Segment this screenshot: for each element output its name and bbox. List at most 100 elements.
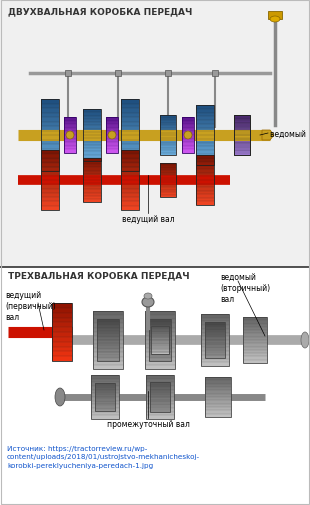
Bar: [121, 193, 139, 198]
Bar: [121, 150, 139, 211]
Bar: [83, 174, 101, 177]
Bar: [93, 344, 123, 348]
Bar: [205, 332, 225, 335]
Bar: [234, 130, 250, 133]
Bar: [160, 166, 176, 169]
Bar: [95, 399, 115, 402]
Bar: [121, 167, 139, 172]
Bar: [83, 139, 101, 142]
Bar: [41, 185, 59, 189]
Bar: [234, 147, 250, 151]
Bar: [196, 121, 214, 125]
Bar: [268, 12, 282, 20]
Bar: [115, 71, 121, 77]
Bar: [205, 325, 225, 328]
Bar: [150, 389, 170, 392]
Bar: [151, 332, 169, 334]
Bar: [160, 123, 176, 126]
Bar: [150, 397, 170, 400]
Bar: [160, 195, 176, 197]
Bar: [145, 344, 175, 348]
Bar: [160, 188, 176, 190]
Bar: [97, 334, 119, 337]
Bar: [83, 180, 101, 184]
Bar: [149, 343, 171, 346]
Bar: [41, 155, 59, 159]
Bar: [97, 355, 119, 358]
Bar: [97, 346, 119, 349]
Bar: [83, 119, 101, 123]
Bar: [151, 334, 169, 336]
Bar: [93, 312, 123, 369]
Bar: [146, 389, 174, 393]
Bar: [83, 168, 101, 171]
Bar: [41, 201, 59, 207]
Bar: [41, 163, 59, 167]
Bar: [106, 150, 118, 154]
Bar: [95, 394, 115, 397]
Bar: [196, 139, 214, 143]
Bar: [64, 139, 76, 143]
Bar: [149, 334, 171, 337]
Bar: [95, 406, 115, 409]
Bar: [52, 351, 72, 357]
Bar: [121, 154, 139, 158]
Bar: [83, 183, 101, 187]
Bar: [196, 159, 214, 163]
Bar: [243, 320, 267, 324]
Bar: [41, 122, 59, 127]
Bar: [121, 109, 139, 113]
Bar: [182, 135, 194, 139]
Bar: [64, 146, 76, 150]
Bar: [149, 331, 171, 334]
Bar: [41, 193, 59, 198]
Ellipse shape: [301, 332, 309, 348]
Bar: [243, 317, 267, 321]
Bar: [97, 358, 119, 361]
Bar: [83, 135, 101, 139]
Bar: [91, 379, 119, 383]
Bar: [160, 140, 176, 143]
Bar: [41, 99, 59, 105]
Bar: [182, 128, 194, 132]
Bar: [95, 383, 115, 386]
Bar: [121, 206, 139, 211]
Bar: [151, 352, 169, 355]
Bar: [41, 149, 59, 154]
Bar: [205, 356, 225, 358]
Bar: [41, 176, 59, 181]
Bar: [121, 158, 139, 163]
Bar: [95, 388, 115, 390]
Bar: [41, 150, 59, 155]
Bar: [196, 113, 214, 117]
Bar: [149, 358, 171, 361]
Bar: [93, 336, 123, 340]
Bar: [151, 328, 169, 330]
Bar: [97, 319, 119, 322]
Bar: [52, 332, 72, 337]
Text: ТРЕХВАЛЬНАЯ КОРОБКА ПЕРЕДАЧ: ТРЕХВАЛЬНАЯ КОРОБКА ПЕРЕДАЧ: [8, 271, 190, 279]
Bar: [52, 356, 72, 361]
Bar: [91, 412, 119, 416]
Bar: [196, 146, 214, 150]
Bar: [234, 153, 250, 156]
Bar: [121, 163, 139, 167]
Bar: [234, 123, 250, 128]
Bar: [201, 359, 229, 363]
Bar: [97, 340, 119, 343]
Bar: [106, 125, 118, 129]
Bar: [52, 327, 72, 332]
Bar: [196, 191, 214, 195]
Bar: [41, 104, 59, 109]
Bar: [83, 193, 101, 196]
Bar: [145, 315, 175, 320]
Bar: [65, 71, 71, 77]
Text: ведущий
(первичный)
вал: ведущий (первичный) вал: [5, 290, 56, 322]
Bar: [205, 410, 231, 414]
Bar: [243, 357, 267, 360]
Bar: [146, 375, 174, 379]
Bar: [83, 190, 101, 193]
Bar: [150, 392, 170, 395]
Bar: [93, 319, 123, 324]
Bar: [83, 142, 101, 145]
